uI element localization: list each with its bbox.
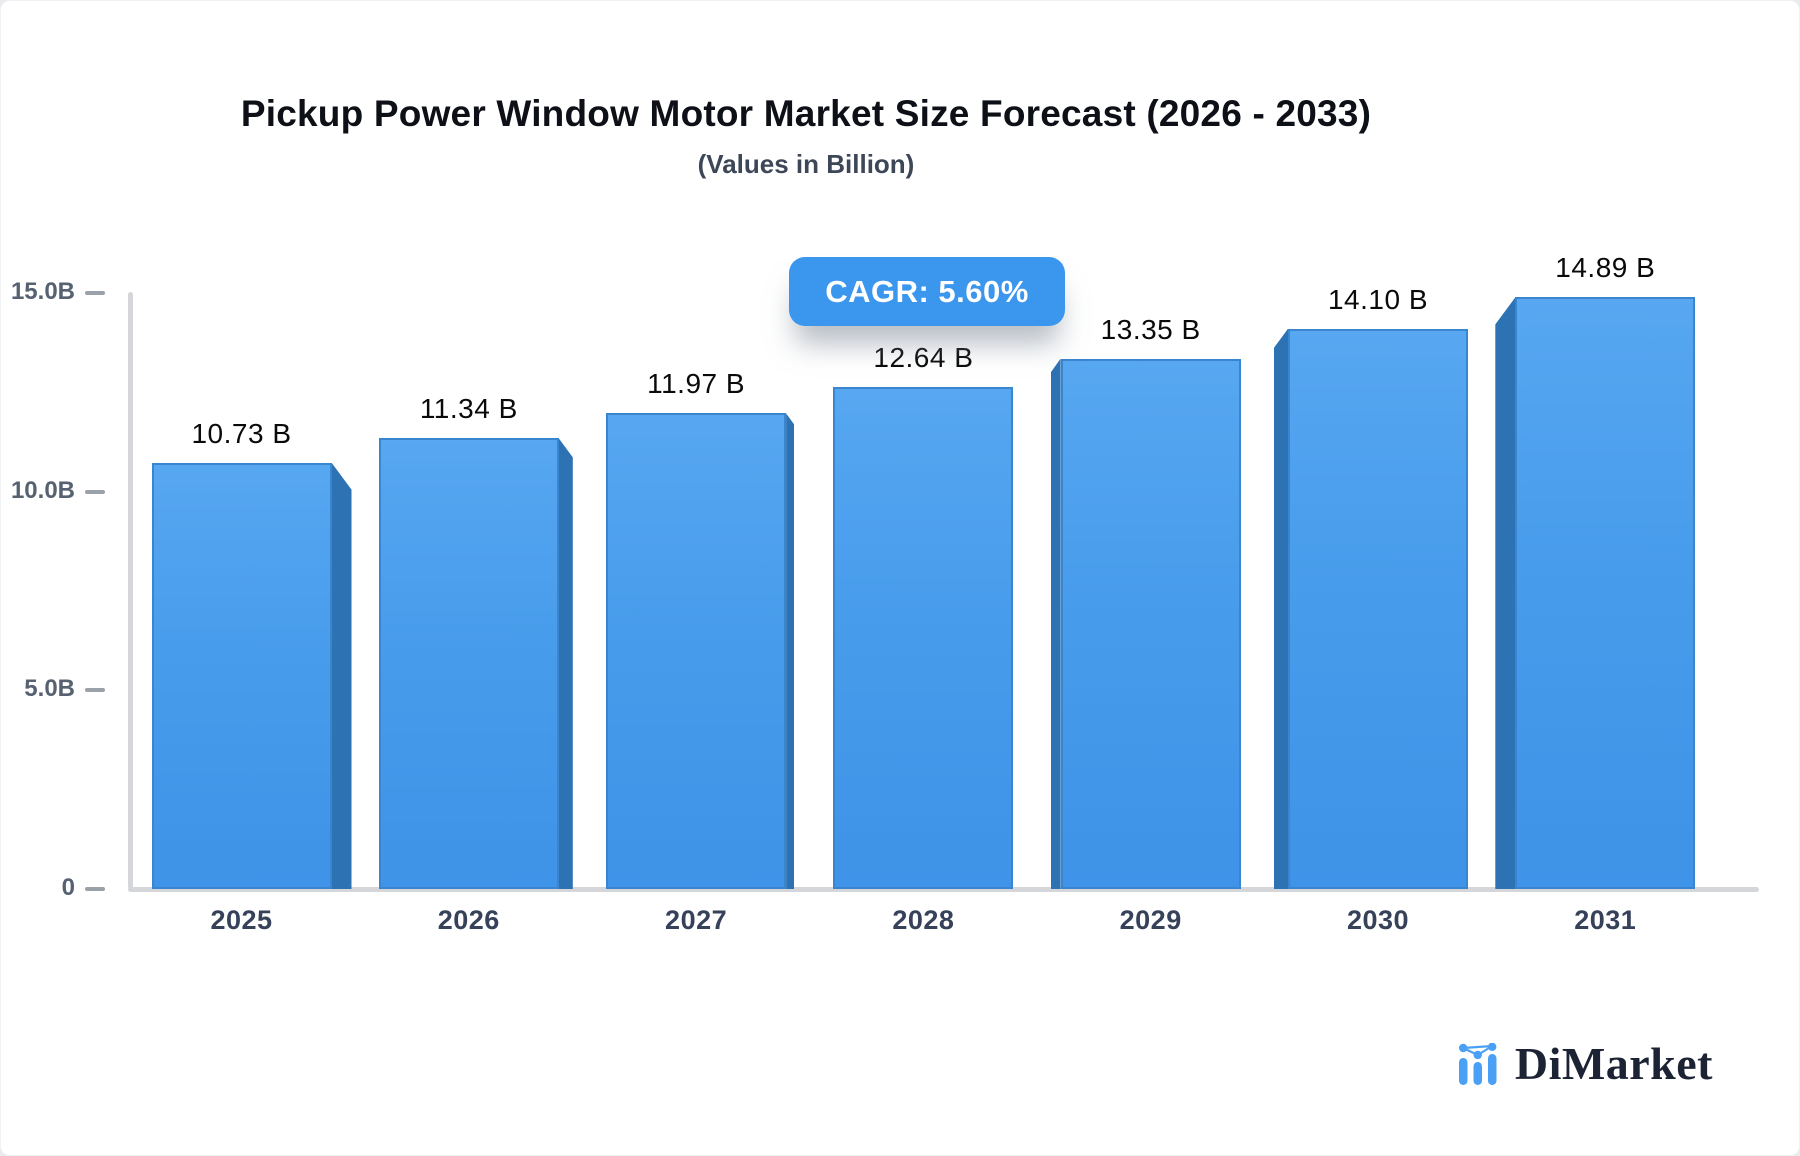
cagr-badge: CAGR: 5.60% [789,257,1065,326]
bar-group[interactable] [1495,297,1696,889]
bar-face[interactable] [378,438,559,889]
header: Pickup Power Window Motor Market Size Fo… [1,93,1611,180]
bar-side-3d [786,413,795,889]
x-axis-year-label: 2026 [437,905,500,935]
dimarket-logo-icon [1458,1043,1497,1085]
x-axis-year-label: 2029 [1119,905,1182,935]
x-axis-line [128,887,1759,892]
bar-value-label: 10.73 B [191,417,292,449]
chart-subtitle: (Values in Billion) [697,149,915,179]
bar-value-label: 14.10 B [1327,283,1429,315]
bar-group[interactable] [1050,358,1241,889]
brand-name: DiMarket [1514,1038,1713,1089]
bar-value-label: 14.89 B [1555,252,1656,284]
x-axis-year-label: 2031 [1574,905,1637,935]
bar-value-label: 12.64 B [873,341,974,373]
bar-value-label: 11.97 B [647,368,746,400]
bar-face[interactable] [151,462,332,889]
y-tick-dash [85,688,105,693]
y-axis-line [128,292,133,889]
bar-group[interactable] [378,438,573,889]
bar-face[interactable] [1515,297,1696,889]
x-axis-year-label: 2027 [665,905,728,935]
y-tick-label: 0 [61,874,75,901]
brand-logo: DiMarket [1458,1038,1713,1089]
bar-face[interactable] [833,386,1014,889]
x-axis-year-label: 2025 [210,905,273,935]
bar-value-label: 11.34 B [419,393,518,425]
y-tick-dash [85,887,105,891]
bar-group[interactable] [1274,328,1468,889]
bar-face[interactable] [1060,358,1241,889]
bar-value-label: 13.35 B [1100,313,1201,345]
bar-side-3d [1495,297,1516,889]
bar-face[interactable] [1288,328,1468,889]
y-tick-label: 10.0B [10,476,75,504]
bar-side-3d [1274,328,1288,889]
bar-side-3d [331,462,352,889]
y-tick-label: 5.0B [24,675,75,703]
bar-side-3d [558,438,573,889]
y-tick-dash [85,291,105,295]
bar-group[interactable] [151,462,352,889]
bar-face[interactable] [606,413,787,889]
y-tick-label: 15.0B [10,278,75,305]
x-axis-year-label: 2030 [1346,905,1410,935]
y-tick-dash [85,489,105,494]
bar-side-3d [1050,358,1061,889]
x-axis-year-label: 2028 [892,905,955,935]
bar-group[interactable] [833,386,1014,889]
chart-title: Pickup Power Window Motor Market Size Fo… [240,93,1372,134]
bar-group[interactable] [606,413,795,889]
